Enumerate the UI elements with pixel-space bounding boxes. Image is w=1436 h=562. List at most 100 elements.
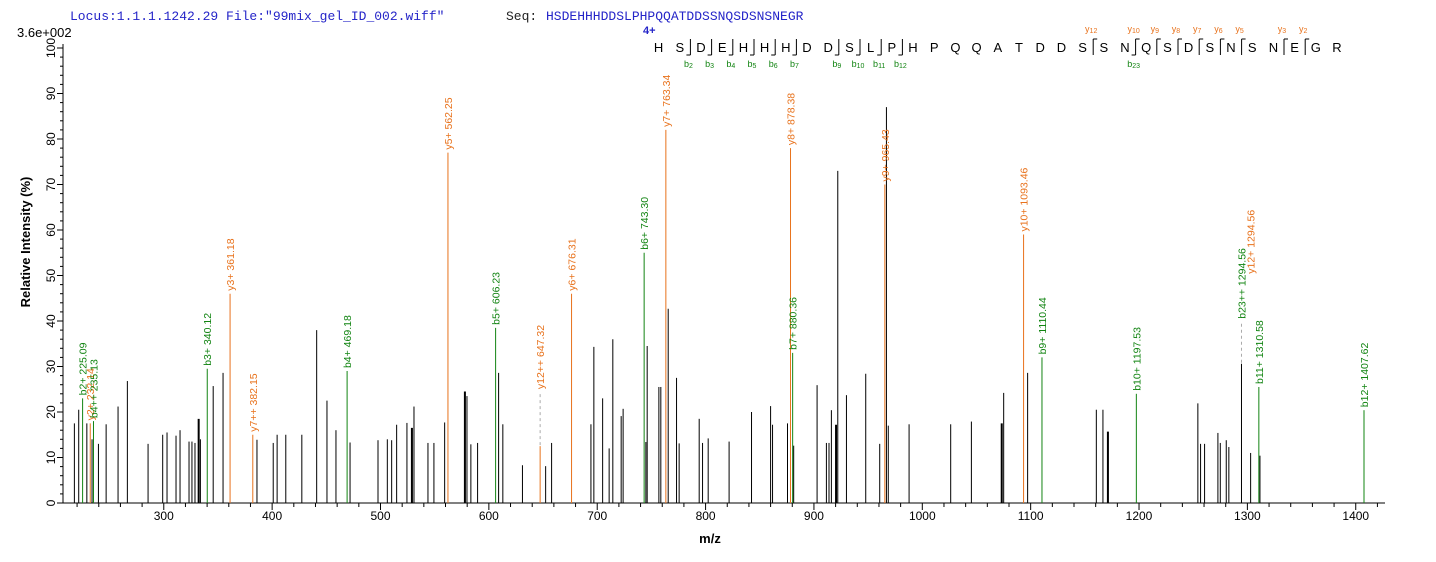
- y-tick-label: 60: [44, 223, 58, 237]
- locus-file-label: Locus:1.1.1.1242.29 File:"99mix_gel_ID_0…: [70, 9, 444, 24]
- sequence-residue: D: [1057, 40, 1066, 55]
- sequence-residue: S: [845, 40, 854, 55]
- peak-label-b5+: b5+ 606.23: [491, 272, 503, 325]
- sequence-residue: N: [1120, 40, 1129, 55]
- sequence-annotation: H S D E H H H D D S L P H P Q Q A T D D S S N Q S D S N S N E G Rb2 b3 b4 b…: [654, 24, 1342, 70]
- y-ion-label: y8: [1172, 24, 1181, 35]
- y-tick-label: 30: [44, 360, 58, 374]
- x-tick-label: 1300: [1234, 509, 1261, 523]
- b-ion-label: b2: [684, 59, 693, 70]
- x-tick-label: 800: [696, 509, 716, 523]
- sequence-residue: L: [867, 40, 874, 55]
- y-ion-label: y10: [1127, 24, 1139, 35]
- peak-label-y12++: y12++ 647.32: [535, 325, 547, 389]
- sequence-residue: P: [930, 40, 939, 55]
- peak-label-b11+: b11+ 1310.58: [1254, 320, 1266, 384]
- y-ion-label: y12: [1085, 24, 1097, 35]
- peak-label-b2+: b2+ 225.09: [78, 342, 90, 395]
- sequence-residue: G: [1311, 40, 1321, 55]
- sequence-residue: H: [739, 40, 748, 55]
- peak-label-b3+: b3+ 340.12: [202, 313, 214, 366]
- axes: 0 10 20 30 40 50 60 70 80 90 100 300 400 500 600 700 800…: [44, 38, 1385, 523]
- peak-label-y2+: y2+ 232.14: [85, 368, 97, 420]
- sequence-residue: D: [1036, 40, 1045, 55]
- x-tick-label: 500: [370, 509, 390, 523]
- peak-label-b4++: b4++ 235.13: [88, 359, 100, 418]
- peak-label-b7+: b7+ 880.36: [788, 297, 800, 350]
- peak-label-y10+: y10+ 1093.46: [1019, 167, 1031, 231]
- b-ion-label: b7: [790, 59, 799, 70]
- sequence-residue: S: [675, 40, 684, 55]
- sequence-residue: T: [1015, 40, 1023, 55]
- sequence-residue: P: [887, 40, 896, 55]
- peak-label-y12+: y12+ 1294.56: [1245, 210, 1257, 274]
- y-ion-label: y9: [1151, 24, 1160, 35]
- sequence-residue: Q: [972, 40, 982, 55]
- peak-label-b23++: b23++ 1294.56: [1236, 248, 1248, 319]
- precursor-charge-label: 4+: [643, 25, 656, 37]
- peak-label-y7++: y7++ 382.15: [248, 373, 260, 432]
- y-axis-title: Relative Intensity (%): [18, 177, 33, 308]
- y-tick-label: 0: [44, 499, 58, 506]
- sequence-residue: D: [802, 40, 811, 55]
- x-tick-label: 1100: [1018, 509, 1044, 523]
- peak-label-y7+: y7+ 763.34: [661, 74, 673, 126]
- x-tick-label: 900: [804, 509, 824, 523]
- x-tick-label: 1200: [1126, 509, 1153, 523]
- sequence-residue: S: [1078, 40, 1087, 55]
- b-ion-label: b23: [1127, 59, 1140, 70]
- b-ion-label: b6: [769, 59, 778, 70]
- sequence-residue: E: [718, 40, 727, 55]
- b-ion-label: b12: [894, 59, 907, 70]
- peak-label-y8+: y8+ 878.38: [786, 93, 798, 145]
- sequence-residue: S: [1248, 40, 1257, 55]
- peak-label-b4+: b4+ 469.18: [342, 315, 354, 368]
- peak-label-b10+: b10+ 1197.53: [1131, 327, 1143, 391]
- sequence-residue: R: [1332, 40, 1341, 55]
- sequence-residue: D: [824, 40, 833, 55]
- peak-label-b9+: b9+ 1110.44: [1037, 297, 1049, 354]
- y-ion-label: y5: [1235, 24, 1244, 35]
- sequence-residue: H: [760, 40, 769, 55]
- y-tick-label: 40: [44, 314, 58, 328]
- sequence-residue: S: [1163, 40, 1172, 55]
- sequence-residue: E: [1290, 40, 1299, 55]
- y-tick-label: 100: [44, 38, 58, 58]
- peak-label-y5+: y5+ 562.25: [443, 97, 455, 149]
- max-intensity-label: 3.6e+002: [17, 25, 72, 40]
- peak-label-y9+: y9+ 965.43: [880, 129, 892, 181]
- x-tick-label: 600: [479, 509, 499, 523]
- y-tick-label: 90: [44, 87, 58, 101]
- sequence-residue: S: [1099, 40, 1108, 55]
- y-ion-label: y7: [1193, 24, 1202, 35]
- y-tick-label: 50: [44, 269, 58, 283]
- y-tick-label: 80: [44, 132, 58, 146]
- peak-label-b12+: b12+ 1407.62: [1359, 342, 1371, 407]
- peak-label-y3+: y3+ 361.18: [225, 238, 237, 290]
- b-ion-label: b5: [748, 59, 757, 70]
- sequence-residue: Q: [1141, 40, 1151, 55]
- y-tick-label: 20: [44, 405, 58, 419]
- sequence-residue: N: [1269, 40, 1278, 55]
- sequence-residue: Q: [950, 40, 960, 55]
- sequence-residue: H: [654, 40, 663, 55]
- sequence-residue: N: [1226, 40, 1235, 55]
- y-tick-label: 70: [44, 178, 58, 192]
- sequence-residue: D: [1184, 40, 1193, 55]
- x-axis-title: m/z: [699, 531, 721, 546]
- y-tick-label: 10: [44, 451, 58, 465]
- sequence-text: HSDEHHHDDSLPHPQQATDDSSNQSDSNSNEGR: [546, 9, 804, 24]
- b-ion-label: b11: [873, 59, 885, 70]
- y-ion-label: y3: [1278, 24, 1287, 35]
- b-ion-label: b3: [705, 59, 714, 70]
- b-ion-label: b10: [852, 59, 865, 70]
- peak-label-y6+: y6+ 676.31: [567, 238, 579, 290]
- sequence-residue: H: [908, 40, 917, 55]
- seq-label: Seq:: [506, 9, 537, 24]
- y-ion-label: y6: [1214, 24, 1223, 35]
- x-tick-label: 1400: [1342, 509, 1369, 523]
- x-tick-label: 1000: [909, 509, 936, 523]
